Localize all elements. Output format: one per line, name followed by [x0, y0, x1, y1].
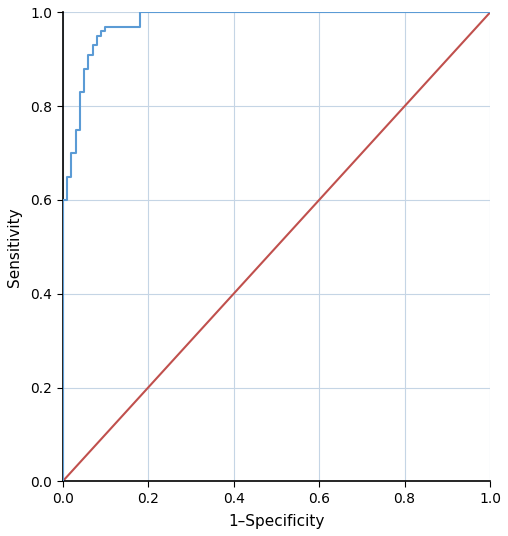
Y-axis label: Sensitivity: Sensitivity [7, 207, 22, 287]
X-axis label: 1–Specificity: 1–Specificity [228, 514, 325, 529]
